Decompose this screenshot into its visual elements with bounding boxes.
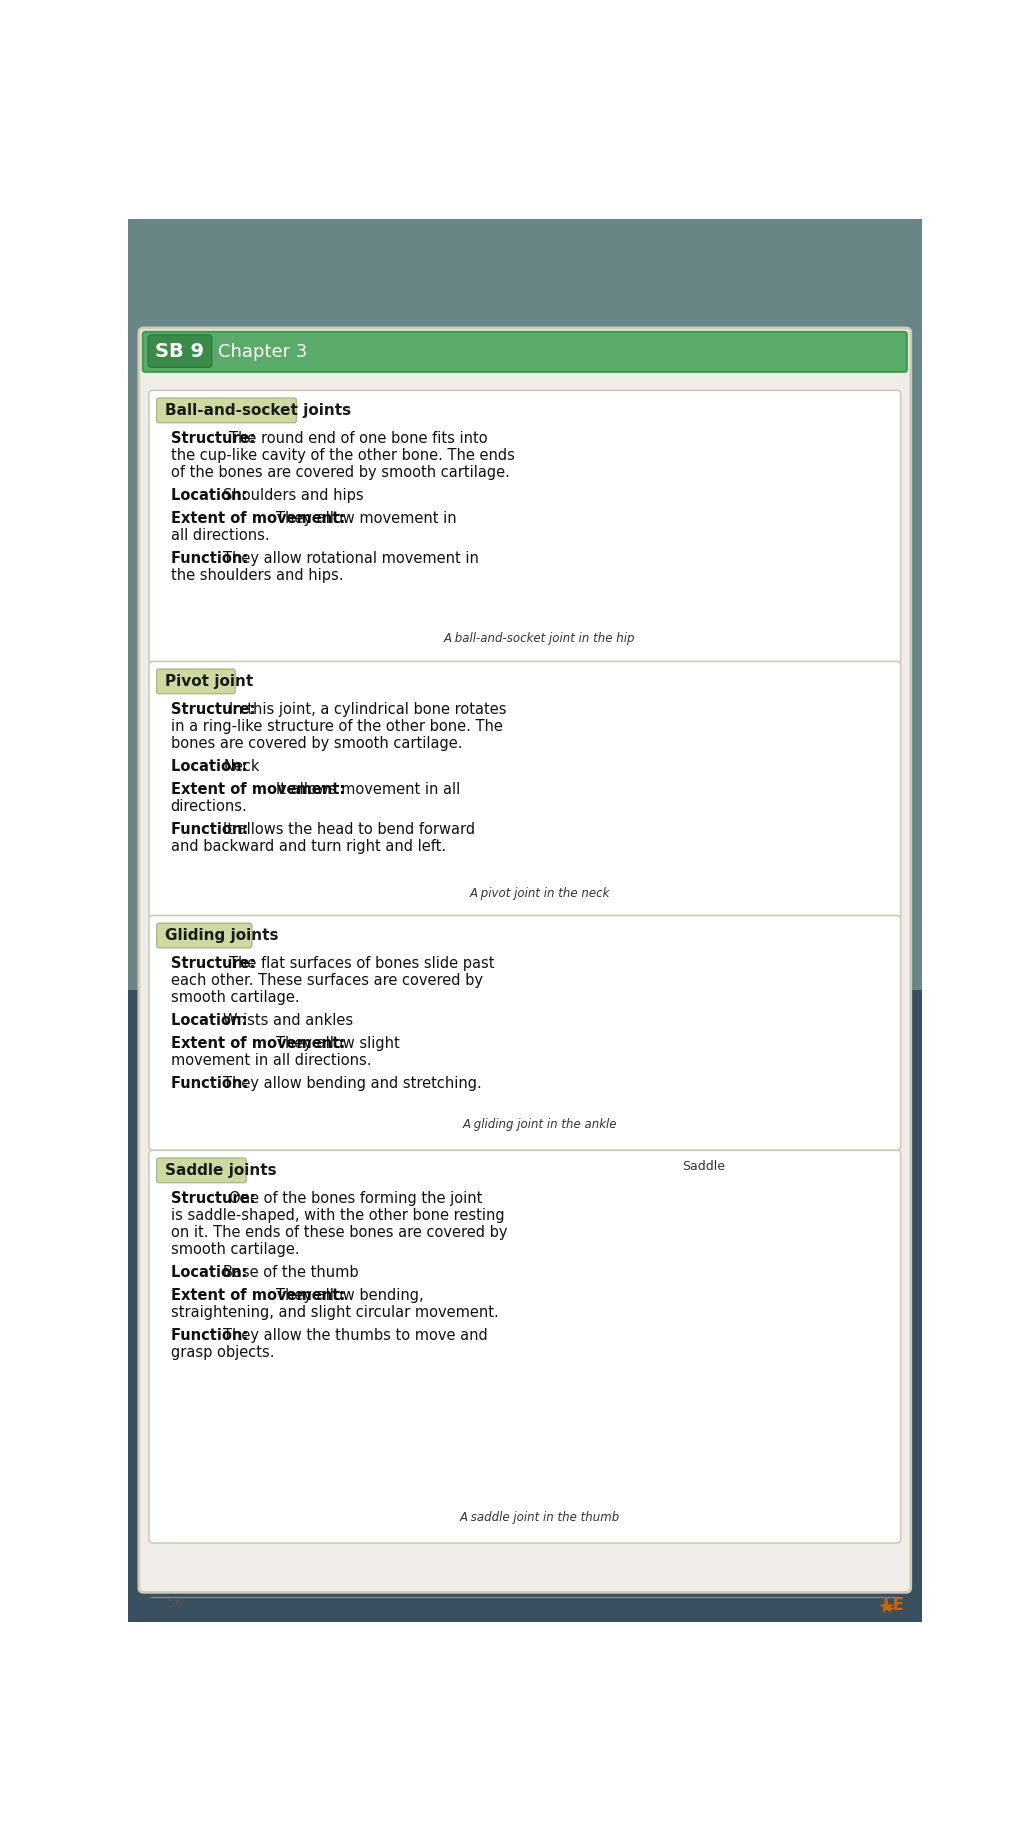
- FancyBboxPatch shape: [148, 661, 901, 920]
- FancyBboxPatch shape: [142, 332, 907, 372]
- Bar: [128, 991, 922, 1622]
- FancyBboxPatch shape: [157, 397, 297, 423]
- Text: They allow bending and stretching.: They allow bending and stretching.: [223, 1077, 482, 1091]
- Text: Extent of movement:: Extent of movement:: [171, 512, 350, 527]
- Text: of the bones are covered by smooth cartilage.: of the bones are covered by smooth carti…: [171, 465, 510, 479]
- Text: 56: 56: [167, 1596, 184, 1611]
- Text: Structure:: Structure:: [171, 432, 260, 446]
- Text: bones are covered by smooth cartilage.: bones are covered by smooth cartilage.: [171, 736, 462, 751]
- Text: Saddle: Saddle: [682, 1161, 725, 1173]
- Text: on it. The ends of these bones are covered by: on it. The ends of these bones are cover…: [171, 1224, 507, 1241]
- Text: ★: ★: [878, 1598, 895, 1616]
- Text: Location:: Location:: [171, 1013, 252, 1028]
- Bar: [128, 219, 922, 991]
- Text: Shoulders and hips: Shoulders and hips: [223, 488, 364, 503]
- Text: the shoulders and hips.: the shoulders and hips.: [171, 568, 343, 583]
- Text: SB 9: SB 9: [156, 341, 205, 361]
- Text: They allow the thumbs to move and: They allow the thumbs to move and: [223, 1328, 488, 1343]
- Text: It allows the head to bend forward: It allows the head to bend forward: [223, 822, 475, 838]
- Text: Location:: Location:: [171, 488, 252, 503]
- Text: Location:: Location:: [171, 1264, 252, 1281]
- Text: LE: LE: [883, 1596, 904, 1614]
- Text: Wrists and ankles: Wrists and ankles: [223, 1013, 353, 1028]
- Text: The flat surfaces of bones slide past: The flat surfaces of bones slide past: [228, 957, 495, 971]
- Text: Pivot joint: Pivot joint: [165, 674, 254, 689]
- Text: Structure:: Structure:: [171, 1192, 260, 1206]
- Text: Base of the thumb: Base of the thumb: [223, 1264, 359, 1281]
- Text: A saddle joint in the thumb: A saddle joint in the thumb: [460, 1510, 620, 1525]
- Text: They allow rotational movement in: They allow rotational movement in: [223, 552, 479, 567]
- Text: directions.: directions.: [171, 800, 248, 814]
- Text: is saddle-shaped, with the other bone resting: is saddle-shaped, with the other bone re…: [171, 1208, 504, 1223]
- FancyBboxPatch shape: [157, 924, 252, 947]
- Text: Extent of movement:: Extent of movement:: [171, 1288, 350, 1303]
- Text: It allows movement in all: It allows movement in all: [276, 782, 460, 798]
- Text: Ball-and-socket joints: Ball-and-socket joints: [165, 403, 351, 417]
- Text: smooth cartilage.: smooth cartilage.: [171, 1243, 299, 1257]
- Text: all directions.: all directions.: [171, 528, 269, 543]
- Text: grasp objects.: grasp objects.: [171, 1345, 274, 1361]
- Text: Function:: Function:: [171, 1077, 253, 1091]
- Text: They allow bending,: They allow bending,: [276, 1288, 424, 1303]
- Text: Structure:: Structure:: [171, 957, 260, 971]
- Text: Gliding joints: Gliding joints: [165, 927, 279, 944]
- Text: Structure:: Structure:: [171, 701, 260, 718]
- Text: Extent of movement:: Extent of movement:: [171, 782, 350, 798]
- FancyBboxPatch shape: [157, 1159, 246, 1182]
- FancyBboxPatch shape: [148, 915, 901, 1150]
- Text: smooth cartilage.: smooth cartilage.: [171, 989, 299, 1006]
- Text: the cup-like cavity of the other bone. The ends: the cup-like cavity of the other bone. T…: [171, 448, 514, 463]
- Text: Saddle joints: Saddle joints: [165, 1162, 276, 1177]
- Text: Neck: Neck: [223, 760, 260, 774]
- FancyBboxPatch shape: [139, 328, 910, 1592]
- Text: and backward and turn right and left.: and backward and turn right and left.: [171, 840, 445, 855]
- Text: They allow movement in: They allow movement in: [276, 512, 457, 527]
- Text: One of the bones forming the joint: One of the bones forming the joint: [228, 1192, 482, 1206]
- Text: straightening, and slight circular movement.: straightening, and slight circular movem…: [171, 1305, 499, 1321]
- Text: Location:: Location:: [171, 760, 252, 774]
- FancyBboxPatch shape: [148, 1150, 901, 1543]
- Text: movement in all directions.: movement in all directions.: [171, 1053, 371, 1068]
- Text: Function:: Function:: [171, 822, 253, 838]
- Text: A gliding joint in the ankle: A gliding joint in the ankle: [463, 1119, 616, 1131]
- Text: A ball-and-socket joint in the hip: A ball-and-socket joint in the hip: [444, 632, 636, 645]
- Text: Extent of movement:: Extent of movement:: [171, 1037, 350, 1051]
- Text: They allow slight: They allow slight: [276, 1037, 399, 1051]
- Text: A pivot joint in the neck: A pivot joint in the neck: [469, 887, 610, 900]
- Text: Function:: Function:: [171, 1328, 253, 1343]
- FancyBboxPatch shape: [148, 335, 212, 368]
- Text: Function:: Function:: [171, 552, 253, 567]
- FancyBboxPatch shape: [148, 390, 901, 663]
- Text: Chapter 3: Chapter 3: [218, 343, 307, 361]
- Text: The round end of one bone fits into: The round end of one bone fits into: [228, 432, 487, 446]
- Text: in a ring-like structure of the other bone. The: in a ring-like structure of the other bo…: [171, 720, 503, 734]
- Text: In this joint, a cylindrical bone rotates: In this joint, a cylindrical bone rotate…: [228, 701, 506, 718]
- Text: each other. These surfaces are covered by: each other. These surfaces are covered b…: [171, 973, 482, 988]
- FancyBboxPatch shape: [157, 669, 236, 694]
